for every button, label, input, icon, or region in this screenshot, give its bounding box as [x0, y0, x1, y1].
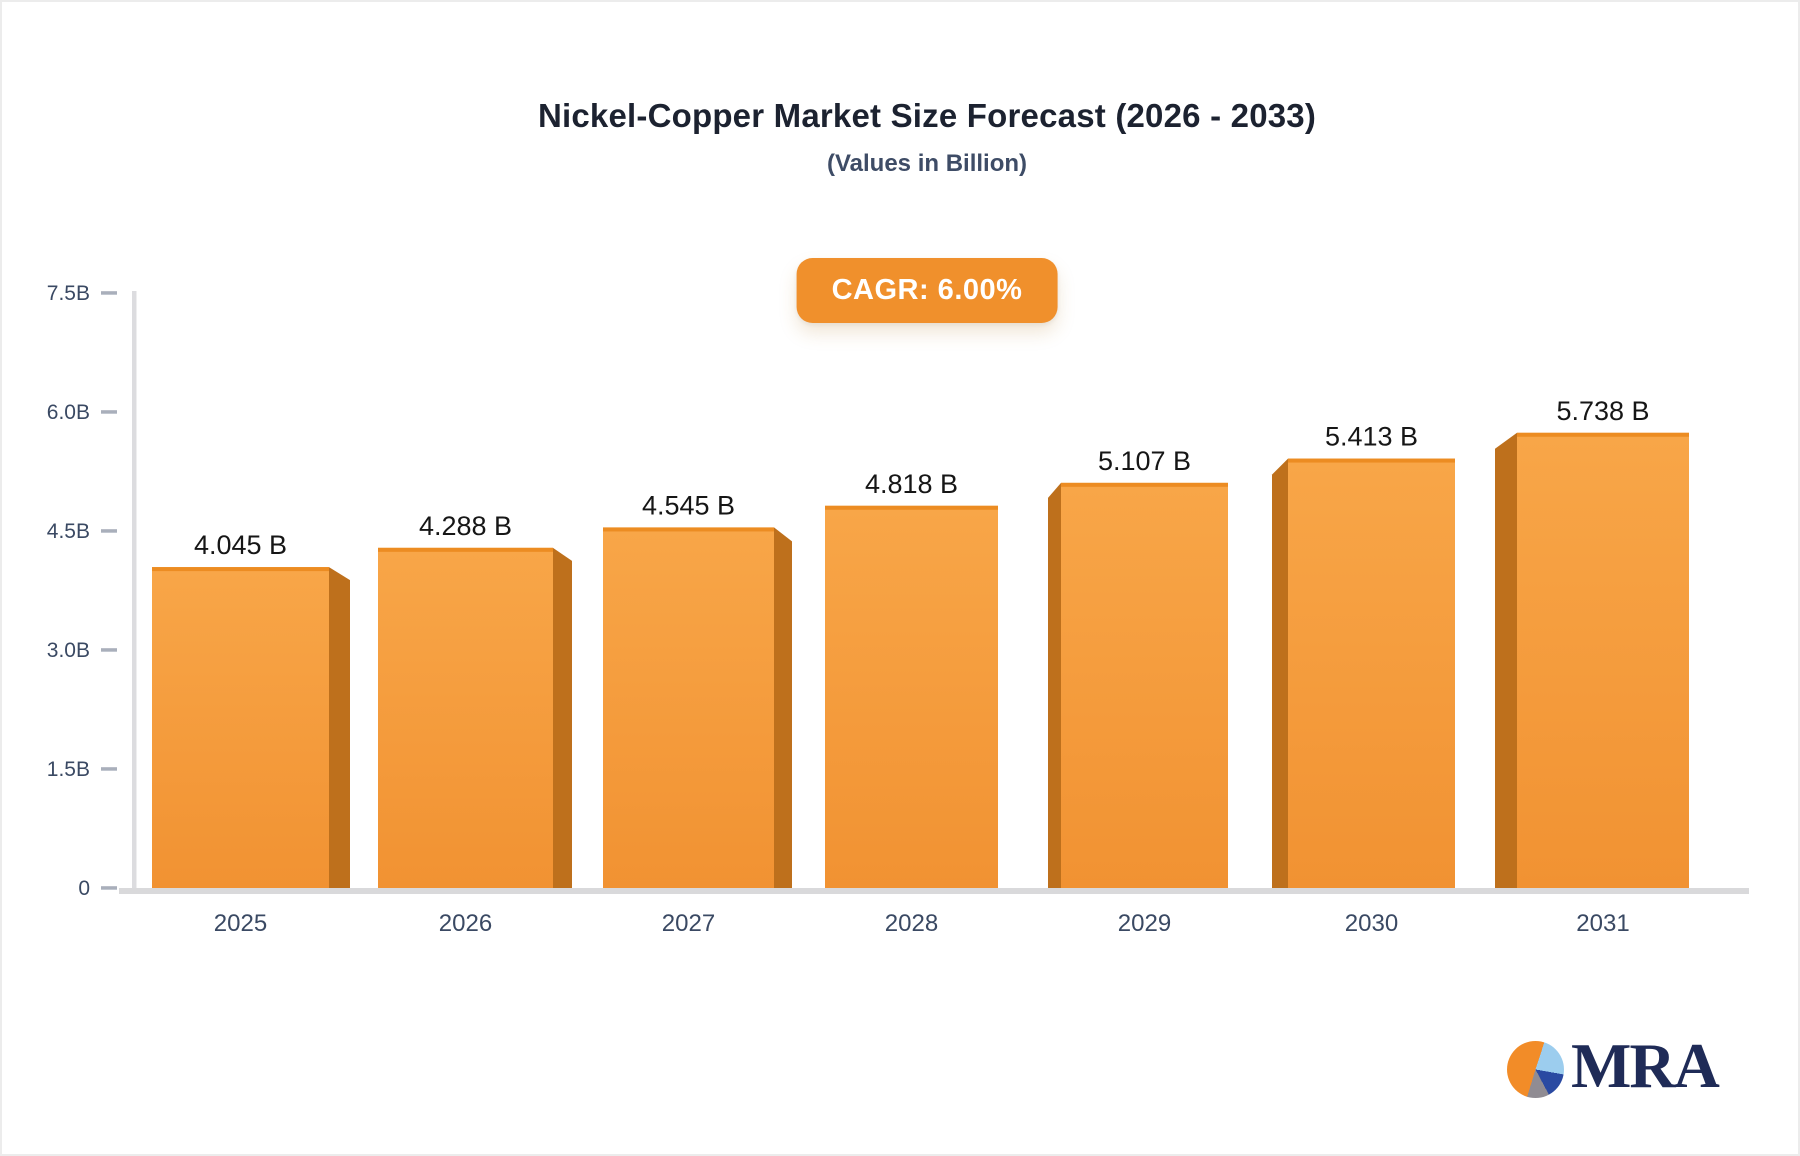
bar-group-2031: 5.738 B 2031 [1495, 396, 1689, 937]
x-axis-label: 2026 [439, 910, 492, 937]
y-axis-label: 4.5B [47, 520, 90, 543]
x-axis-label: 2031 [1576, 910, 1629, 937]
bar-value-label: 4.288 B [419, 511, 512, 541]
bar-top-edge [1061, 482, 1228, 487]
chart-subtitle: (Values in Billion) [826, 150, 1028, 177]
mra-logo: MRA [1507, 1034, 1720, 1098]
bar-top-edge [603, 527, 774, 532]
bar-top-edge [1288, 458, 1455, 463]
y-axis-label: 6.0B [47, 401, 90, 424]
bar-value-label: 4.818 B [865, 469, 958, 499]
bar-face [152, 567, 329, 891]
bar-face [1517, 432, 1689, 891]
bar-3d-side [1495, 432, 1517, 891]
bar-face [1061, 482, 1228, 891]
y-axis-label: 3.0B [47, 639, 90, 662]
y-axis-label: 1.5B [47, 758, 90, 781]
bar-3d-side [553, 547, 572, 891]
x-axis-label: 2030 [1345, 910, 1398, 937]
bar-face [1288, 458, 1455, 891]
bar-group-2029: 5.107 B 2029 [1048, 446, 1228, 937]
bar-face [378, 547, 553, 891]
bar-3d-side [1048, 482, 1061, 891]
bar-3d-side [1272, 458, 1288, 891]
bar-value-label: 5.738 B [1556, 396, 1649, 426]
bar-group-2030: 5.413 B 2030 [1272, 422, 1455, 937]
y-axis-tick [101, 648, 117, 652]
bar-top-edge [378, 547, 553, 552]
y-axis-label: 0 [78, 877, 90, 900]
bar-top-edge [1517, 432, 1689, 437]
bar-value-label: 5.107 B [1098, 446, 1191, 476]
bar-top-edge [825, 505, 998, 510]
x-axis-label: 2025 [214, 910, 267, 937]
x-axis-label: 2029 [1118, 910, 1171, 937]
y-axis-line [132, 291, 137, 894]
bar-group-2027: 4.545 B 2027 [603, 490, 792, 937]
cagr-badge: CAGR: 6.00% [796, 258, 1058, 323]
bar-value-label: 5.413 B [1325, 422, 1418, 452]
bar-group-2026: 4.288 B 2026 [378, 511, 572, 937]
y-axis-tick [101, 291, 117, 295]
bar-face [825, 505, 998, 891]
bar-value-label: 4.045 B [194, 530, 287, 560]
logo-text: MRA [1571, 1030, 1720, 1101]
pie-chart-logo-icon [1507, 1040, 1564, 1098]
bar-top-edge [152, 567, 329, 572]
bar-3d-side [774, 527, 792, 891]
x-axis-baseline [119, 888, 1749, 894]
y-axis-tick [101, 529, 117, 533]
y-axis-tick [101, 767, 117, 771]
x-axis-label: 2028 [885, 910, 938, 937]
bar-group-2028: 4.818 B 2028 [825, 469, 998, 937]
bar-face [603, 527, 774, 891]
bar-value-label: 4.545 B [642, 490, 735, 520]
bar-group-2025: 4.045 B 2025 [152, 530, 350, 937]
y-axis-label: 7.5B [47, 282, 90, 305]
y-axis-tick [101, 886, 117, 890]
y-axis-tick [101, 410, 117, 414]
x-axis-label: 2027 [662, 910, 715, 937]
chart-title: Nickel-Copper Market Size Forecast (2026… [537, 97, 1317, 134]
bar-3d-side [329, 567, 350, 891]
